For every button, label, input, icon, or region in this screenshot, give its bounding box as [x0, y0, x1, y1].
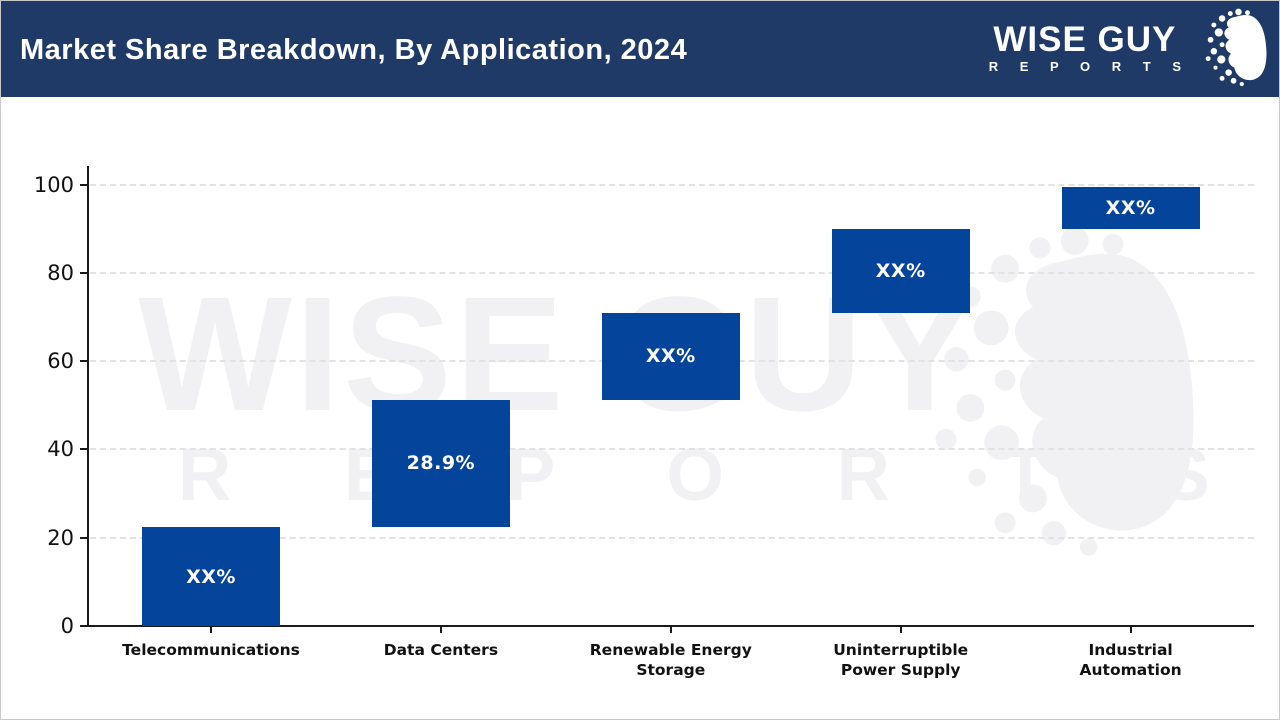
- y-axis-tick-label: 80: [47, 260, 74, 285]
- logo-face-icon: [1205, 8, 1267, 87]
- bar-renewable-energy-storage: XX%: [601, 313, 740, 400]
- y-gridline: [90, 448, 1254, 451]
- logo-wordmark: WISE GUY: [993, 20, 1177, 59]
- y-gridline: [90, 536, 1254, 539]
- x-axis-tick: [1129, 627, 1132, 633]
- header-bar: Market Share Breakdown, By Application, …: [0, 0, 1280, 97]
- y-axis-tick-label: 40: [47, 437, 74, 462]
- bar-industrial-automation: XX%: [1061, 186, 1200, 229]
- y-axis-tick: [80, 360, 88, 363]
- y-axis-tick: [80, 183, 88, 186]
- bar-value-label: XX%: [1105, 196, 1156, 219]
- y-axis-tick-label: 20: [47, 525, 74, 550]
- y-axis-tick: [80, 536, 88, 539]
- y-axis-tick: [80, 625, 88, 627]
- x-axis-tick: [669, 627, 672, 633]
- bar-uninterruptible-power-supply: XX%: [831, 228, 970, 314]
- y-axis-line: [87, 166, 89, 627]
- x-axis-category-label: Renewable Energy Storage: [589, 641, 752, 679]
- x-axis-category-label: Uninterruptible Power Supply: [833, 641, 969, 679]
- y-axis-tick: [80, 448, 88, 451]
- y-axis-tick: [80, 271, 88, 274]
- bar-telecommunications: XX%: [142, 527, 280, 626]
- x-axis-tick: [439, 627, 442, 633]
- logo-subtitle: R E P O R T S: [988, 59, 1190, 74]
- x-axis-category-label: Industrial Automation: [1079, 641, 1182, 679]
- y-axis-tick-label: 0: [60, 614, 74, 638]
- x-axis-category-label: Data Centers: [383, 641, 499, 659]
- bar-value-label: XX%: [186, 565, 236, 588]
- y-gridline: [90, 183, 1254, 186]
- bar-value-label: 28.9%: [406, 452, 476, 475]
- x-axis-category-label: Telecommunications: [122, 641, 300, 659]
- bar-value-label: XX%: [645, 345, 696, 368]
- bar-value-label: XX%: [875, 259, 926, 282]
- x-axis-tick: [899, 627, 902, 633]
- wiseguy-logo-text: WISE GUY R E P O R T S: [980, 20, 1190, 75]
- wiseguy-logo: WISE GUY R E P O R T S: [980, 8, 1268, 88]
- y-gridline: [90, 271, 1254, 274]
- x-axis-tick: [210, 627, 212, 633]
- y-axis-tick-label: 100: [33, 172, 74, 197]
- x-axis-line: [87, 625, 1254, 627]
- chart-title: Market Share Breakdown, By Application, …: [20, 34, 688, 66]
- y-axis-tick-label: 60: [47, 349, 74, 374]
- bar-data-centers: 28.9%: [371, 399, 510, 528]
